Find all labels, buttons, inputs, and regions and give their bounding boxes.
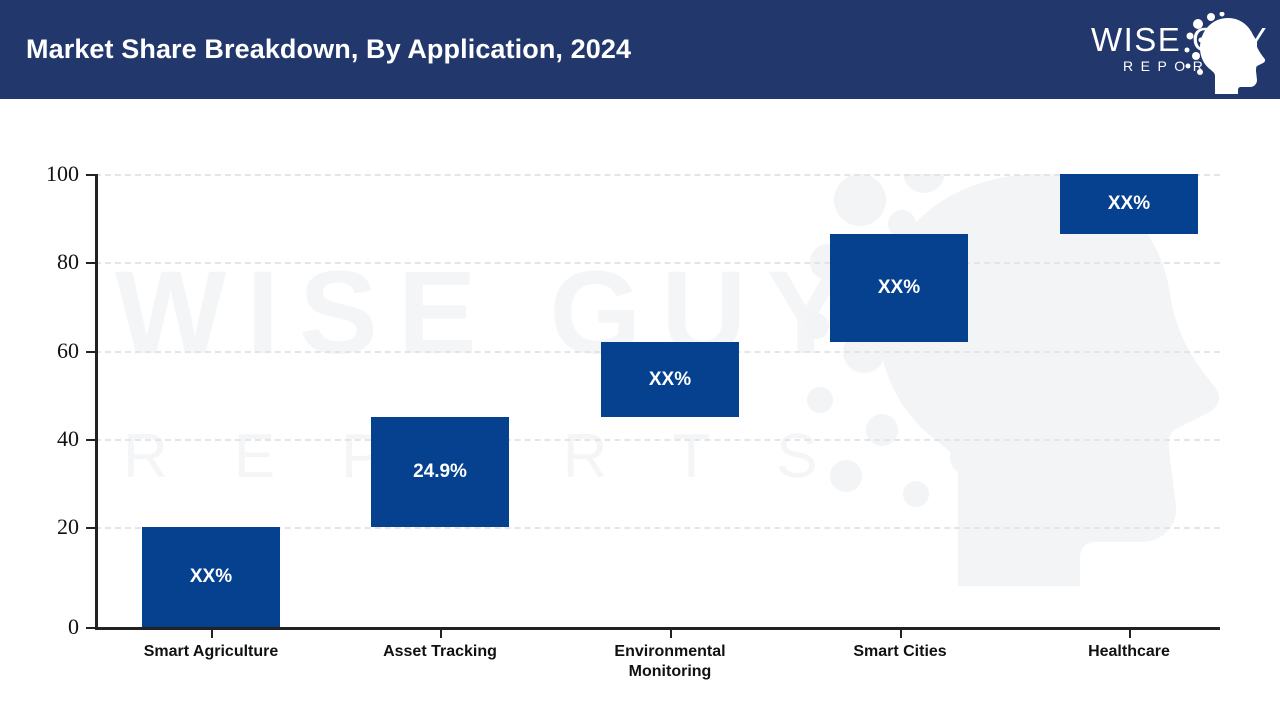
page-header: Market Share Breakdown, By Application, … — [0, 0, 1280, 99]
x-axis-label-smart-agriculture: Smart Agriculture — [143, 643, 279, 660]
x-tick-mark-healthcare — [1129, 627, 1131, 638]
bar-label-smart-agriculture: XX% — [189, 566, 233, 587]
y-tick-label-40: 40 — [57, 426, 79, 451]
chart-container: WISE GUY REPORTS — [0, 99, 1280, 720]
y-tick-mark-80 — [86, 262, 95, 264]
x-tick-mark-environmental-monitoring — [670, 627, 672, 638]
gridline-100 — [95, 174, 1220, 176]
x-axis-label-environmental-monitoring: Environmental Monitoring — [614, 643, 726, 680]
x-axis-line — [95, 627, 1220, 630]
x-tick-mark-asset-tracking — [440, 627, 442, 638]
brand-logo: WISE GUY REPORTS — [1022, 8, 1272, 94]
gridline-40 — [95, 439, 1220, 441]
y-tick-label-80: 80 — [57, 249, 79, 274]
y-axis-line — [95, 174, 98, 627]
gridline-80 — [95, 262, 1220, 264]
x-axis-label-healthcare: Healthcare — [1088, 643, 1170, 660]
bar-label-environmental-monitoring: XX% — [648, 368, 692, 390]
y-tick-label-100: 100 — [46, 161, 79, 186]
x-tick-mark-smart-cities — [900, 627, 902, 638]
bar-healthcare[interactable]: XX% — [1060, 174, 1198, 234]
plot-area: WISE GUY REPORTS — [46, 161, 1220, 680]
page-title: Market Share Breakdown, By Application, … — [26, 34, 632, 64]
y-tick-label-0: 0 — [68, 614, 79, 639]
bar-smart-agriculture[interactable]: XX% — [142, 527, 280, 627]
wise-guy-head-icon — [1184, 11, 1266, 94]
bar-label-smart-cities: XX% — [877, 277, 921, 298]
y-tick-label-20: 20 — [57, 514, 79, 539]
bar-smart-cities[interactable]: XX% — [830, 234, 968, 342]
bar-label-healthcare: XX% — [1107, 193, 1151, 214]
y-tick-mark-0 — [86, 627, 95, 629]
x-axis-label-asset-tracking: Asset Tracking — [383, 643, 497, 660]
bar-label-asset-tracking: 24.9% — [413, 461, 467, 482]
y-tick-mark-60 — [86, 351, 95, 353]
bar-environmental-monitoring[interactable]: XX% — [601, 342, 739, 417]
x-axis-label-smart-cities: Smart Cities — [853, 643, 947, 660]
bar-asset-tracking[interactable]: 24.9% — [371, 417, 509, 527]
y-tick-mark-100 — [86, 174, 95, 176]
y-tick-mark-20 — [86, 527, 95, 529]
x-tick-mark-smart-agriculture — [211, 627, 213, 638]
y-tick-label-60: 60 — [57, 338, 79, 363]
y-tick-mark-40 — [86, 439, 95, 441]
watermark-primary-text: WISE GUY — [115, 247, 866, 379]
gridline-20 — [95, 527, 1220, 529]
